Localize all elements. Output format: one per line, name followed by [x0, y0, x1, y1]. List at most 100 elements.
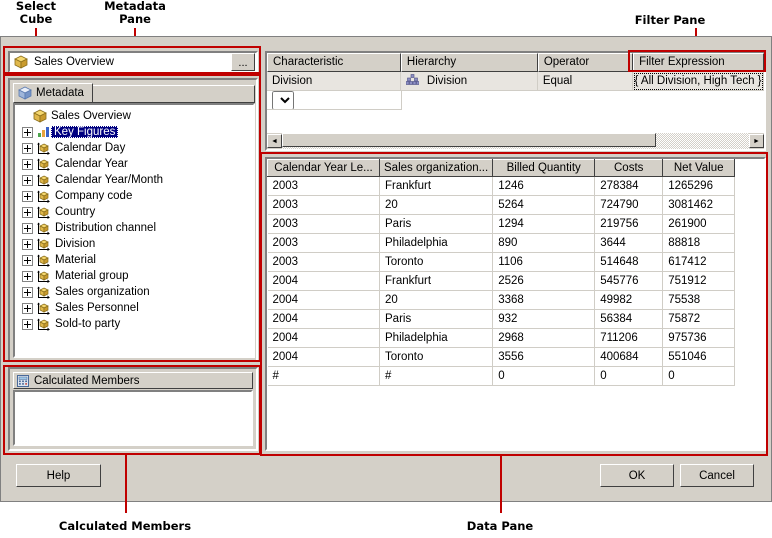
data-cell[interactable]: 932 — [492, 309, 596, 329]
scroll-right-arrow-icon[interactable]: ► — [749, 134, 764, 148]
data-cell[interactable]: 2003 — [267, 176, 380, 196]
data-cell[interactable]: 711206 — [594, 328, 664, 348]
filter-cell-expression[interactable]: { All Division, High Tech } — [633, 72, 764, 91]
data-cell[interactable]: 278384 — [594, 176, 664, 196]
data-cell[interactable]: # — [379, 366, 494, 386]
expand-icon[interactable] — [22, 206, 33, 218]
table-row[interactable]: 2003 Toronto 1106 514648 617412 — [267, 252, 736, 272]
data-col-header-calendar-year-le[interactable]: Calendar Year Le... — [267, 159, 380, 177]
data-cell[interactable]: 3081462 — [662, 195, 736, 215]
expand-icon[interactable] — [22, 174, 33, 186]
data-cell[interactable]: 75872 — [662, 309, 736, 329]
expand-icon[interactable] — [22, 318, 33, 330]
tree-item-sold-to-party[interactable]: Sold-to party — [18, 316, 253, 332]
data-cell[interactable]: 751912 — [662, 271, 736, 291]
table-row[interactable]: 2004 Frankfurt 2526 545776 751912 — [267, 271, 736, 291]
expand-icon[interactable] — [22, 126, 33, 138]
tree-item-calendar-year-month[interactable]: Calendar Year/Month — [18, 172, 253, 188]
data-cell[interactable]: 3556 — [492, 347, 596, 367]
data-cell[interactable]: 1294 — [492, 214, 596, 234]
data-cell[interactable]: # — [267, 366, 380, 386]
filter-cell-characteristic[interactable]: Division — [267, 72, 401, 91]
tree-item-division[interactable]: Division — [18, 236, 253, 252]
data-cell[interactable]: 0 — [594, 366, 664, 386]
data-cell[interactable]: 261900 — [662, 214, 736, 234]
scroll-left-arrow-icon[interactable]: ◄ — [267, 134, 282, 148]
data-cell[interactable]: Paris — [379, 214, 494, 234]
table-row[interactable]: 2004 Paris 932 56384 75872 — [267, 309, 736, 329]
data-cell[interactable]: 0 — [662, 366, 736, 386]
filter-col-header-characteristic[interactable]: Characteristic — [267, 53, 401, 72]
data-cell[interactable]: 219756 — [594, 214, 664, 234]
data-cell[interactable]: 545776 — [594, 271, 664, 291]
data-cell[interactable]: Philadelphia — [379, 328, 494, 348]
data-cell[interactable]: 1106 — [492, 252, 596, 272]
table-row[interactable]: # #0 0 0 — [267, 366, 736, 386]
expand-icon[interactable] — [22, 142, 33, 154]
data-cell[interactable]: 617412 — [662, 252, 736, 272]
data-cell[interactable]: 20 — [379, 290, 494, 310]
data-cell[interactable]: Frankfurt — [379, 176, 494, 196]
expand-icon[interactable] — [22, 238, 33, 250]
filter-cell-hierarchy[interactable]: Division — [400, 72, 538, 91]
data-cell[interactable]: 2004 — [267, 347, 380, 367]
data-cell[interactable]: 551046 — [662, 347, 736, 367]
table-row[interactable]: 2004 Philadelphia 2968 711206 975736 — [267, 328, 736, 348]
cancel-button[interactable]: Cancel — [680, 464, 754, 487]
table-row[interactable]: 2003 Frankfurt 1246 278384 1265296 — [267, 176, 736, 196]
data-col-header-costs[interactable]: Costs — [594, 159, 664, 177]
tree-item-country[interactable]: Country — [18, 204, 253, 220]
data-cell[interactable]: 2004 — [267, 328, 380, 348]
tree-item-material[interactable]: Material — [18, 252, 253, 268]
data-cell[interactable]: 975736 — [662, 328, 736, 348]
data-cell[interactable]: 5264 — [492, 195, 596, 215]
expand-icon[interactable] — [22, 286, 33, 298]
data-cell[interactable]: 20 — [379, 195, 494, 215]
tree-item-distribution-channel[interactable]: Distribution channel — [18, 220, 253, 236]
data-cell[interactable]: 3644 — [594, 233, 664, 253]
help-button[interactable]: Help — [16, 464, 101, 487]
scrollbar-trough[interactable] — [282, 133, 749, 149]
data-cell[interactable]: 2526 — [492, 271, 596, 291]
expand-icon[interactable] — [22, 158, 33, 170]
tree-item-calendar-year[interactable]: Calendar Year — [18, 156, 253, 172]
data-cell[interactable]: 400684 — [594, 347, 664, 367]
expand-icon[interactable] — [22, 222, 33, 234]
tree-item-company-code[interactable]: Company code — [18, 188, 253, 204]
data-cell[interactable]: Philadelphia — [379, 233, 494, 253]
tree-item-sales-organization[interactable]: Sales organization — [18, 284, 253, 300]
data-col-header-billed-quantity[interactable]: Billed Quantity — [492, 159, 596, 177]
data-cell[interactable]: Paris — [379, 309, 494, 329]
table-row[interactable]: 2003 20 5264 724790 3081462 — [267, 195, 736, 215]
data-cell[interactable]: 0 — [492, 366, 596, 386]
scrollbar-thumb[interactable] — [282, 133, 656, 147]
data-cell[interactable]: 56384 — [594, 309, 664, 329]
data-cell[interactable]: 2003 — [267, 233, 380, 253]
data-cell[interactable]: 1265296 — [662, 176, 736, 196]
data-cell[interactable]: 3368 — [492, 290, 596, 310]
data-cell[interactable]: 2968 — [492, 328, 596, 348]
expand-icon[interactable] — [22, 190, 33, 202]
filter-col-header-hierarchy[interactable]: Hierarchy — [400, 53, 538, 72]
filter-col-header-filter-expression[interactable]: Filter Expression — [633, 53, 764, 72]
filter-row[interactable] — [267, 91, 764, 110]
data-col-header-net-value[interactable]: Net Value — [662, 159, 736, 177]
filter-horizontal-scrollbar[interactable]: ◄ ► — [267, 133, 764, 149]
data-cell[interactable]: 1246 — [492, 176, 596, 196]
filter-row[interactable]: Division Division Equal{ All Division, Hig… — [267, 72, 764, 91]
data-cell[interactable]: 2003 — [267, 214, 380, 234]
data-cell[interactable]: Toronto — [379, 347, 494, 367]
data-cell[interactable]: 2004 — [267, 271, 380, 291]
ok-button[interactable]: OK — [600, 464, 674, 487]
filter-col-header-operator[interactable]: Operator — [537, 53, 634, 72]
expand-icon[interactable] — [22, 254, 33, 266]
calculated-members-list[interactable] — [13, 390, 253, 446]
table-row[interactable]: 2003 Paris 1294 219756 261900 — [267, 214, 736, 234]
filter-cell-characteristic[interactable] — [267, 91, 402, 110]
filter-cell-operator[interactable]: Equal — [537, 72, 634, 91]
data-cell[interactable]: 2004 — [267, 290, 380, 310]
data-cell[interactable]: Toronto — [379, 252, 494, 272]
tree-item-calendar-day[interactable]: Calendar Day — [18, 140, 253, 156]
data-cell[interactable]: 2003 — [267, 252, 380, 272]
tree-item-sales-personnel[interactable]: Sales Personnel — [18, 300, 253, 316]
